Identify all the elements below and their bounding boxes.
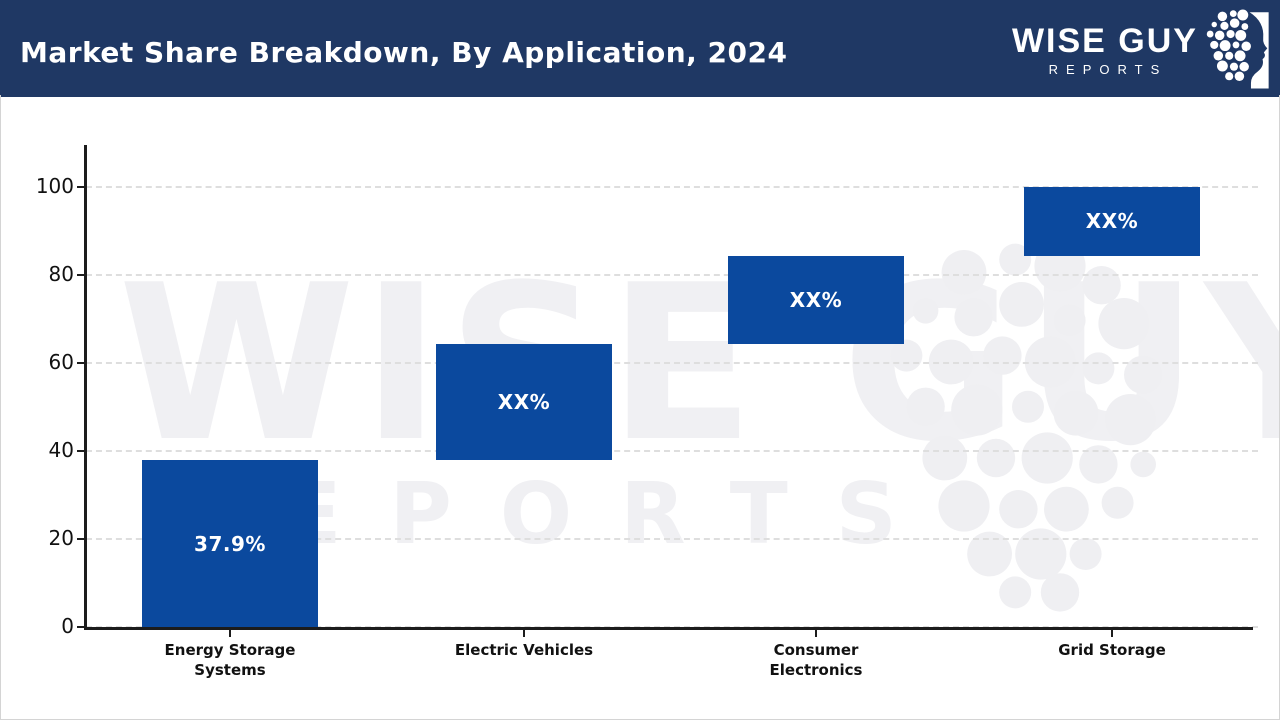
y-axis-line xyxy=(84,145,87,630)
y-tick-label-20: 20 xyxy=(48,526,74,550)
y-tick-label-40: 40 xyxy=(48,438,74,462)
gridline-y-100 xyxy=(86,186,1258,188)
x-tick-consumer-electronics xyxy=(815,629,817,637)
y-tick-80 xyxy=(77,274,86,276)
bar-value-label-electric-vehicles: XX% xyxy=(497,389,551,414)
bar-value-label-energy-storage-systems: 37.9% xyxy=(194,531,266,556)
bar-energy-storage-systems: 37.9% xyxy=(142,460,318,627)
brand-name: WISE GUY xyxy=(1011,21,1198,60)
y-tick-label-100: 100 xyxy=(35,174,74,198)
x-tick-label-grid-storage: Grid Storage xyxy=(1058,641,1166,659)
y-tick-100 xyxy=(77,186,86,188)
header-bar: Market Share Breakdown, By Application, … xyxy=(0,0,1280,97)
y-tick-20 xyxy=(77,538,86,540)
x-axis-line xyxy=(84,627,1253,630)
y-tick-label-0: 0 xyxy=(61,614,74,638)
brand-logo: WISE GUY REPORTS xyxy=(1012,6,1270,92)
y-tick-label-60: 60 xyxy=(48,350,74,374)
x-tick-label-energy-storage-systems: Energy Storage Systems xyxy=(164,641,296,680)
x-tick-energy-storage-systems xyxy=(229,629,231,637)
bar-electric-vehicles: XX% xyxy=(436,343,612,461)
x-tick-label-electric-vehicles: Electric Vehicles xyxy=(454,641,594,659)
x-tick-electric-vehicles xyxy=(523,629,525,637)
brand-wordmark: WISE GUY REPORTS xyxy=(1012,22,1198,77)
y-tick-label-80: 80 xyxy=(48,262,74,286)
y-tick-40 xyxy=(77,450,86,452)
wiseguy-head-icon xyxy=(1206,9,1269,89)
y-tick-0 xyxy=(77,626,86,628)
gridline-y-80 xyxy=(86,274,1258,276)
page-title: Market Share Breakdown, By Application, … xyxy=(20,36,788,69)
gridline-y-40 xyxy=(86,450,1258,452)
x-tick-grid-storage xyxy=(1111,629,1113,637)
gridline-y-60 xyxy=(86,362,1258,364)
x-tick-label-consumer-electronics: Consumer Electronics xyxy=(769,641,863,680)
bar-consumer-electronics: XX% xyxy=(728,255,904,344)
gridline-y-20 xyxy=(86,538,1258,540)
y-tick-60 xyxy=(77,362,86,364)
bar-value-label-grid-storage: XX% xyxy=(1085,209,1139,234)
brand-head-container xyxy=(1202,8,1270,90)
brand-subtitle: REPORTS xyxy=(1048,61,1168,77)
bar-value-label-consumer-electronics: XX% xyxy=(789,287,843,312)
bar-grid-storage: XX% xyxy=(1024,187,1200,256)
